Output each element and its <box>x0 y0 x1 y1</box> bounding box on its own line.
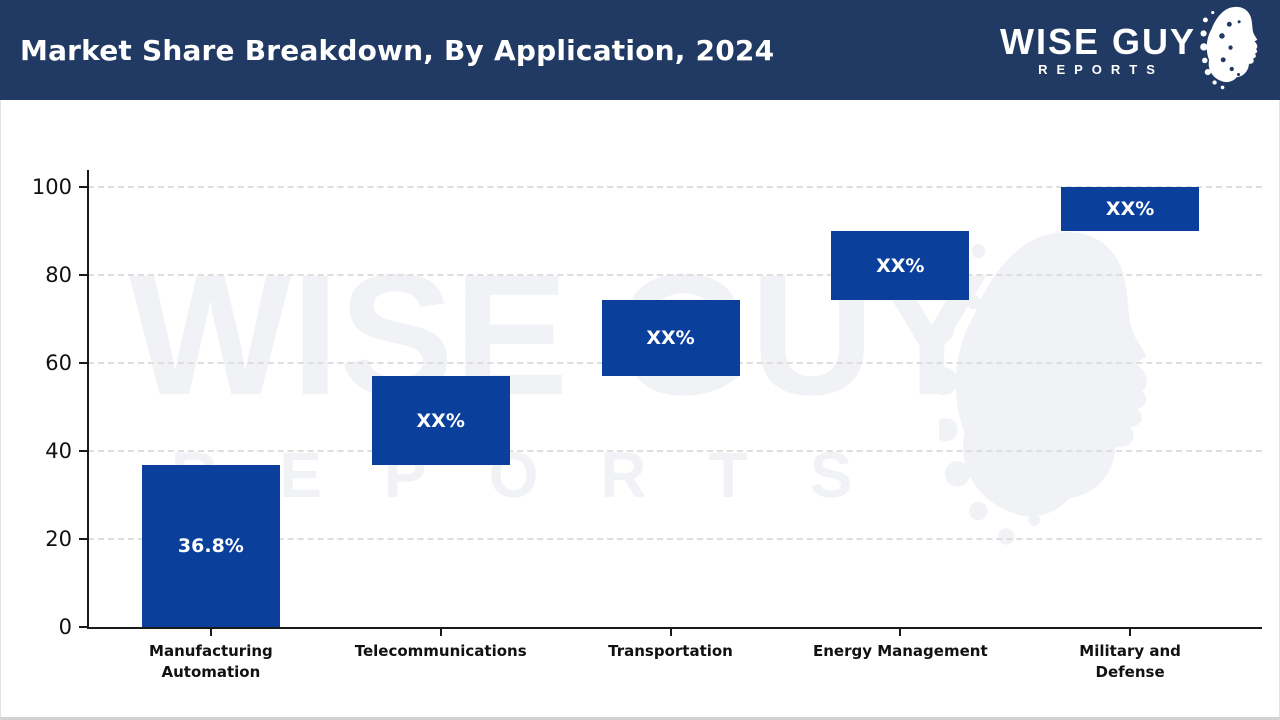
category-label-3: Energy Management <box>812 642 988 660</box>
gridline-40 <box>88 450 1262 452</box>
page-title: Market Share Breakdown, By Application, … <box>20 34 775 67</box>
logo-wordmark: WISE GUY <box>999 21 1196 62</box>
gridline-80 <box>88 274 1262 276</box>
y-tick-mark-40 <box>79 450 88 452</box>
logo-text: WISE GUY REPORTS <box>999 21 1196 78</box>
x-tick-mark-2 <box>669 627 672 636</box>
y-tick-mark-20 <box>79 538 88 540</box>
y-tick-mark-100 <box>79 186 88 188</box>
bar-manufacturing-automation: 36.8% <box>141 465 280 627</box>
logo-face-icon <box>1200 6 1258 90</box>
gridline-20 <box>88 538 1262 540</box>
logo: WISE GUY REPORTS <box>1000 6 1266 94</box>
x-tick-mark-3 <box>899 627 902 636</box>
y-tick-mark-60 <box>79 362 88 364</box>
bar-value-label: XX% <box>646 327 695 350</box>
x-tick-mark-1 <box>439 627 442 636</box>
bar-value-label: 36.8% <box>177 535 244 558</box>
y-axis-line <box>87 170 89 629</box>
y-tick-mark-0 <box>79 626 88 628</box>
bottom-border <box>0 717 1280 720</box>
bar-value-label: XX% <box>876 254 925 277</box>
y-tick-mark-80 <box>79 274 88 276</box>
y-tick-label-40: 40 <box>45 439 72 463</box>
y-tick-label-60: 60 <box>45 351 72 375</box>
y-tick-label-20: 20 <box>45 527 72 551</box>
bar-value-label: XX% <box>416 409 465 432</box>
bar-value-label: XX% <box>1105 198 1155 220</box>
category-label-1: Telecommunications <box>354 642 527 660</box>
gridline-100 <box>88 186 1262 188</box>
y-tick-label-100: 100 <box>31 175 72 199</box>
x-tick-mark-0 <box>209 627 212 636</box>
x-tick-mark-4 <box>1129 627 1132 636</box>
watermark-face-icon <box>939 232 1147 545</box>
bar-transportation: XX% <box>601 300 740 377</box>
category-label-0: Manufacturing Automation <box>149 642 273 681</box>
bar-telecommunications: XX% <box>371 376 510 466</box>
y-tick-label-80: 80 <box>45 263 72 287</box>
x-axis-line <box>87 627 1262 629</box>
category-label-4: Military and Defense <box>1079 642 1181 681</box>
bar-military-and-defense: XX% <box>1061 187 1200 231</box>
header-bar: Market Share Breakdown, By Application, … <box>0 0 1280 100</box>
logo-reports-label: REPORTS <box>1038 62 1164 77</box>
y-tick-label-0: 0 <box>58 615 72 639</box>
category-label-2: Transportation <box>608 642 733 660</box>
bar-energy-management: XX% <box>831 231 970 301</box>
